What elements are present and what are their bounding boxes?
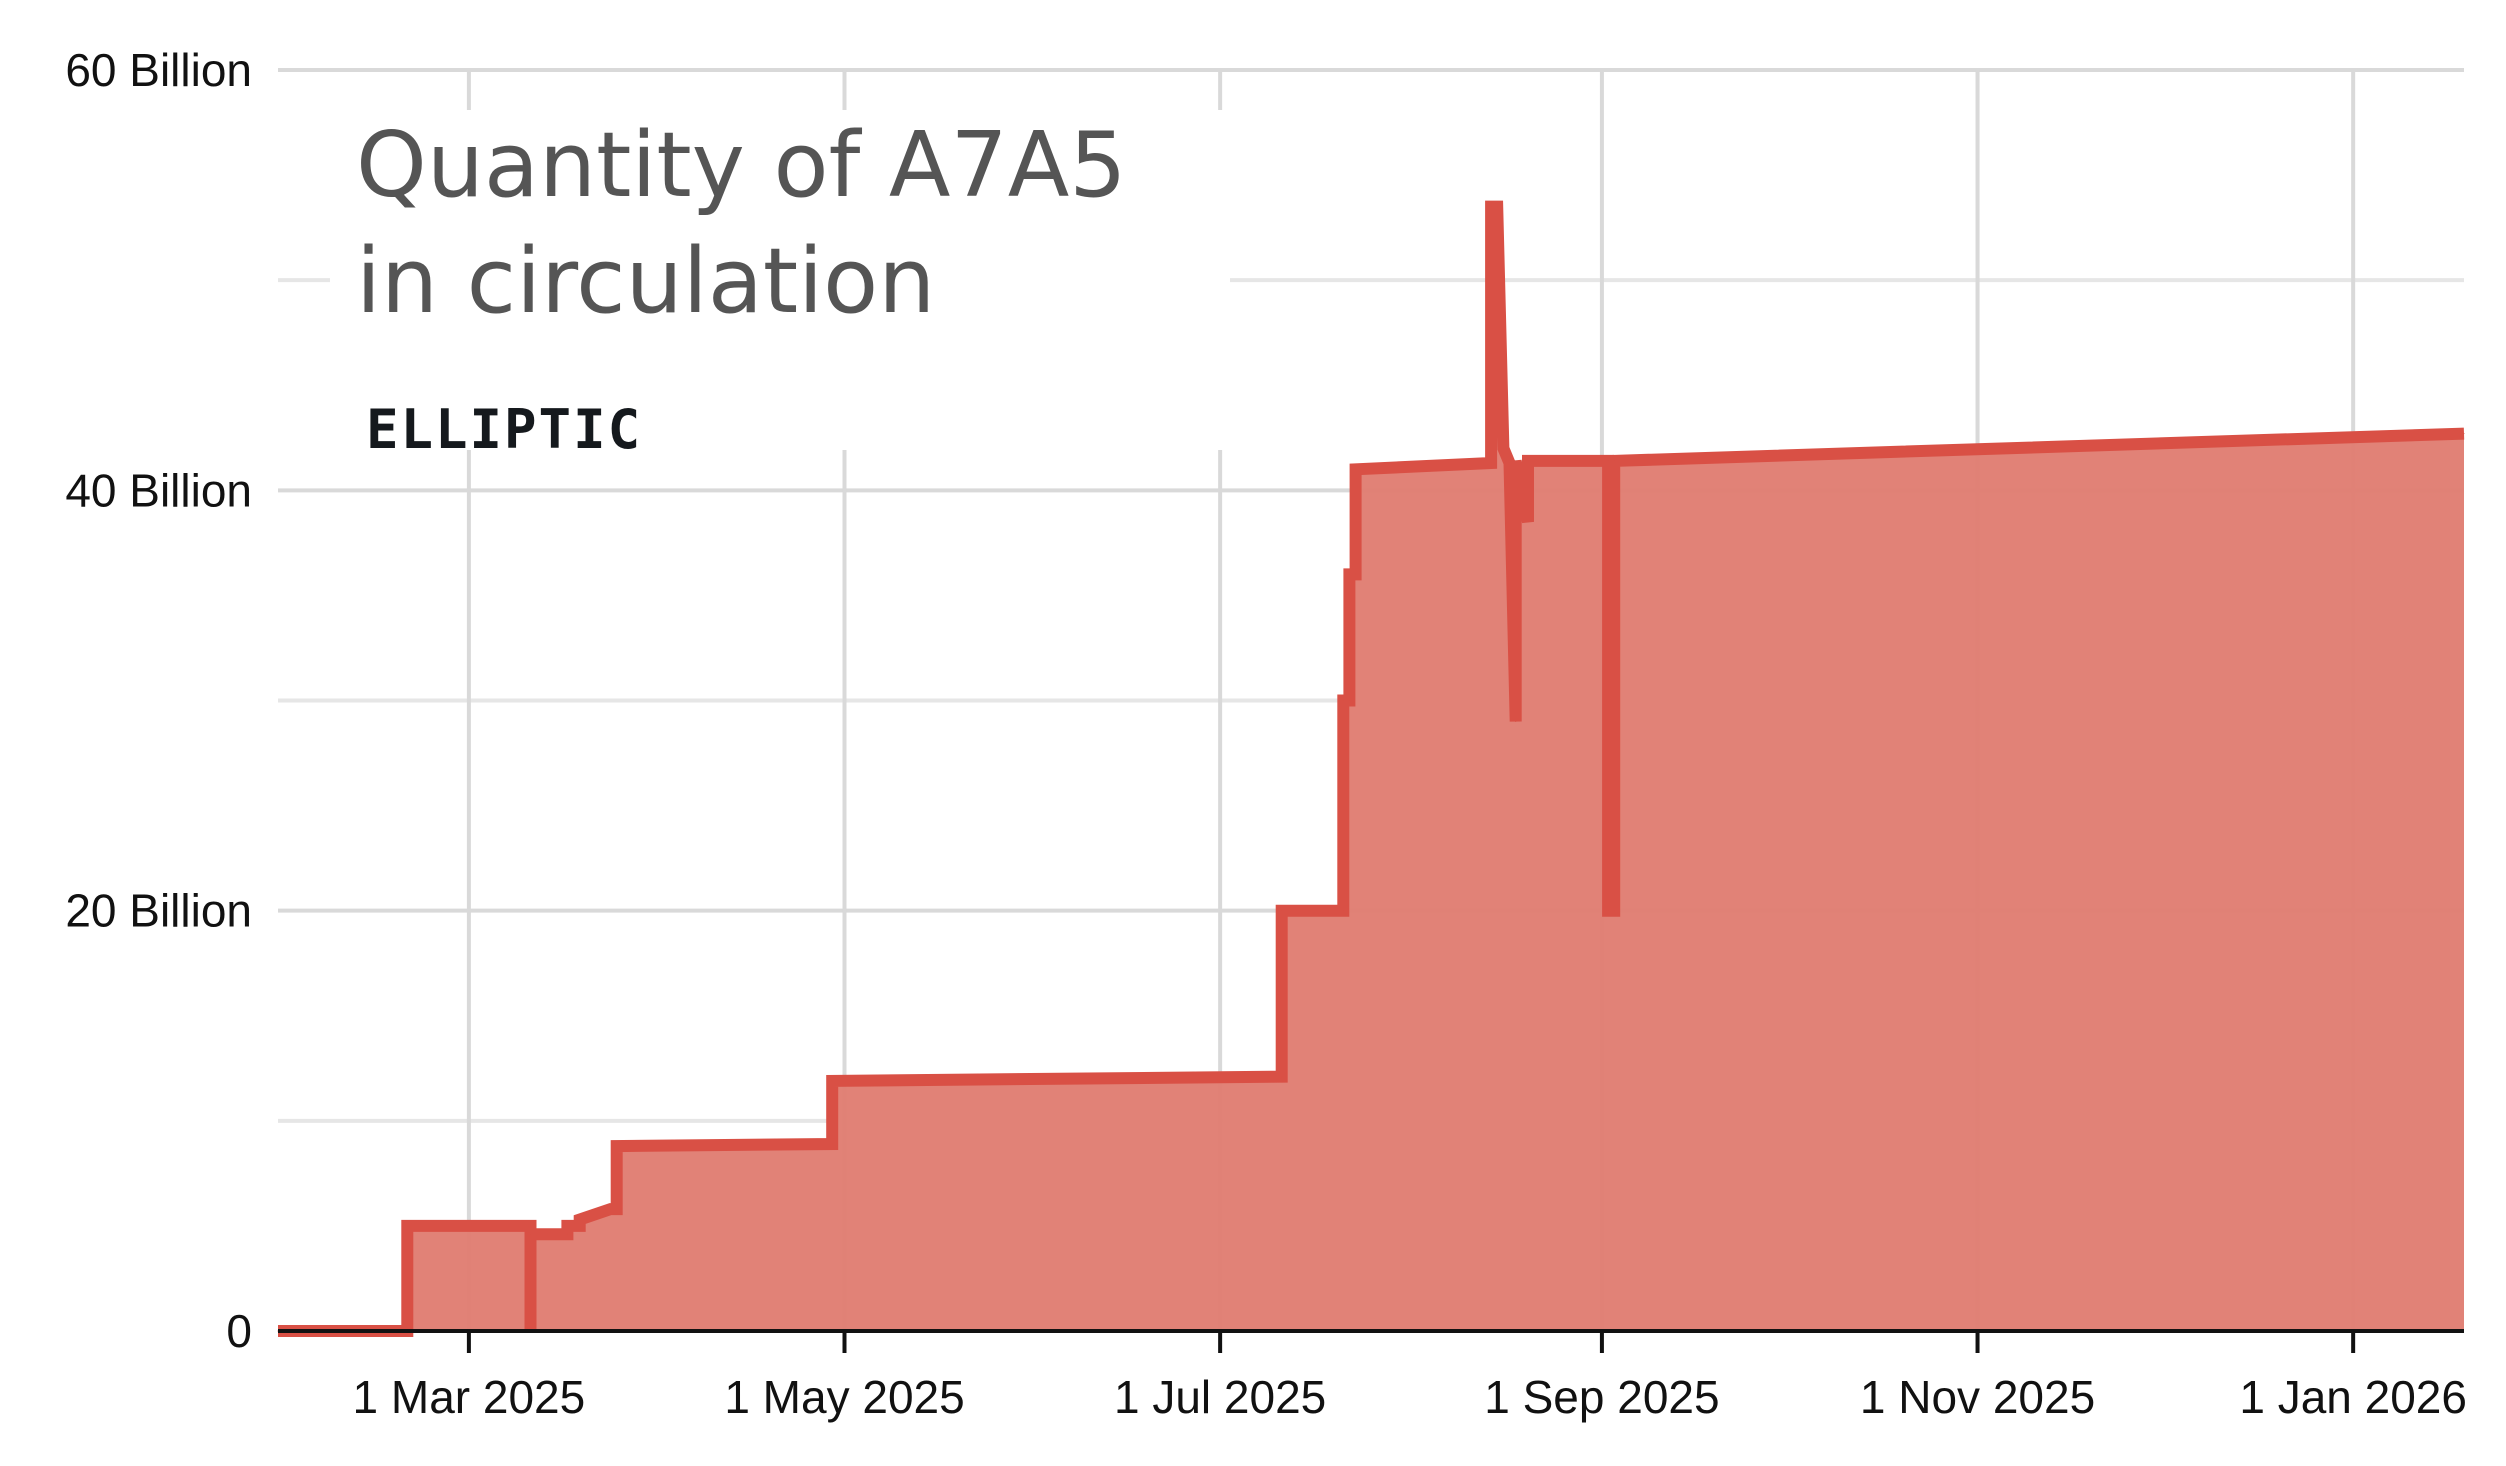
data-point — [1355, 573, 1357, 575]
data-point — [616, 1208, 618, 1210]
data-point — [1342, 910, 1344, 912]
x-tick-label: 1 Jan 2026 — [2239, 1371, 2467, 1423]
data-point — [610, 1208, 612, 1210]
data-point — [1515, 721, 1517, 723]
data-point — [1281, 910, 1283, 912]
data-point — [831, 1080, 833, 1082]
data-point — [1496, 206, 1498, 208]
data-point — [1502, 447, 1504, 449]
data-point — [1527, 460, 1529, 462]
y-tick-label: 40 Billion — [65, 464, 252, 516]
axes: 0 20 Billion 40 Billion 60 Billion 1 Mar 202… — [65, 44, 2467, 1423]
y-tick-label: 0 — [226, 1305, 252, 1357]
data-point — [1281, 1076, 1283, 1078]
data-point — [579, 1219, 581, 1221]
chart-title-line-2: in circulation — [356, 229, 935, 334]
x-tick-label: 1 May 2025 — [724, 1371, 964, 1423]
data-point — [1490, 206, 1492, 208]
data-point — [2463, 433, 2465, 435]
data-point — [1355, 468, 1357, 470]
data-point — [1509, 462, 1511, 464]
data-point — [1527, 521, 1529, 523]
data-point — [1342, 700, 1344, 701]
data-point — [831, 1143, 833, 1145]
x-tick-label: 1 Nov 2025 — [1860, 1371, 2095, 1423]
data-point — [1607, 910, 1609, 912]
y-tick-label: 60 Billion — [65, 44, 252, 96]
data-point — [566, 1233, 568, 1235]
data-point — [1348, 573, 1350, 575]
x-tick-label: 1 Sep 2025 — [1484, 1371, 1719, 1423]
area-fill — [278, 206, 2464, 1332]
data-point — [566, 1225, 568, 1227]
data-point — [1613, 460, 1615, 462]
data-point — [1613, 910, 1615, 912]
data-point — [1515, 460, 1517, 462]
title-block: Quantity of A7A5 in circulation ELLIPTIC — [330, 110, 1230, 461]
x-tick-label: 1 Mar 2025 — [353, 1371, 586, 1423]
chart-title-line-1: Quantity of A7A5 — [356, 113, 1127, 218]
data-point — [1348, 700, 1350, 701]
data-point — [1490, 462, 1492, 464]
x-tick-label: 1 Jul 2025 — [1114, 1371, 1326, 1423]
data-point — [1607, 460, 1609, 462]
data-point — [579, 1225, 581, 1227]
data-point — [616, 1145, 618, 1147]
data-point — [406, 1225, 408, 1227]
elliptic-logo: ELLIPTIC — [366, 398, 642, 461]
y-tick-label: 20 Billion — [65, 885, 252, 937]
data-point — [529, 1225, 531, 1227]
area-layer — [277, 200, 2465, 1337]
data-point — [529, 1233, 531, 1235]
title-background — [330, 110, 1230, 450]
